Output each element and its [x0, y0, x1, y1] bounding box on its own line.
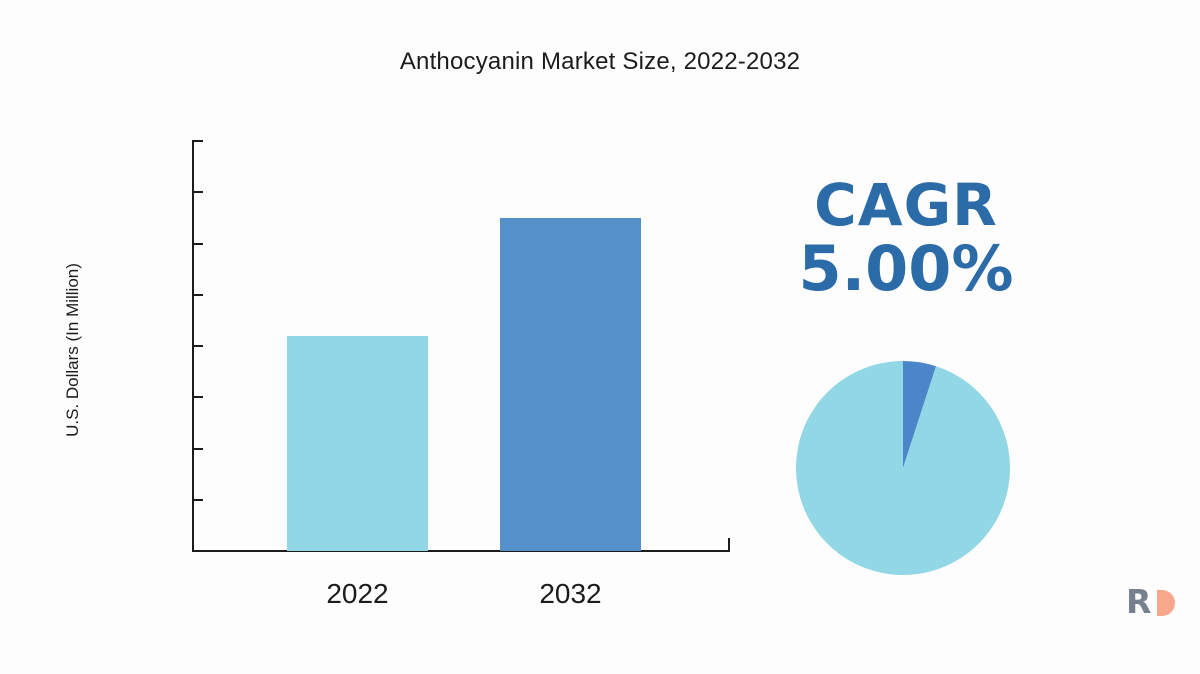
- page-title: Anthocyanin Market Size, 2022-2032: [399, 48, 801, 75]
- logo-letter-r: R: [1126, 585, 1151, 619]
- pie-chart: [795, 360, 1011, 576]
- y-axis-tick: [192, 396, 203, 399]
- y-axis-tick: [192, 242, 203, 245]
- pie-slice-1: [796, 361, 1010, 575]
- logo-icon: R: [1126, 582, 1175, 621]
- y-axis-tick: [192, 140, 203, 142]
- y-axis-tick: [192, 550, 203, 552]
- y-axis-tick: [192, 447, 203, 450]
- x-axis-line: [192, 550, 730, 552]
- cagr-label: CAGR: [814, 171, 998, 239]
- x-axis-label-2032: 2032: [539, 578, 602, 609]
- bar-2032: [500, 217, 641, 551]
- y-axis-tick: [192, 345, 203, 347]
- x-axis-label-2022: 2022: [326, 578, 389, 609]
- y-axis-tick: [192, 498, 203, 501]
- bar-2022: [287, 335, 428, 551]
- y-axis-title: U.S. Dollars (In Million): [63, 263, 82, 437]
- brand-logo: R: [1126, 582, 1186, 621]
- y-axis-tick: [192, 191, 203, 194]
- pie-chart-svg: [796, 361, 1010, 575]
- pie-slice-0: [903, 361, 937, 468]
- bar-chart: U.S. Dollars (In Million) 80070060050040…: [63, 140, 730, 609]
- cagr-value: 5.00%: [798, 232, 1014, 306]
- y-axis-tick: [192, 293, 203, 296]
- logo-letter-d: [1157, 590, 1175, 616]
- cagr-annotation: CAGR 5.00%: [790, 171, 1022, 306]
- x-axis-right-cap: [728, 538, 730, 552]
